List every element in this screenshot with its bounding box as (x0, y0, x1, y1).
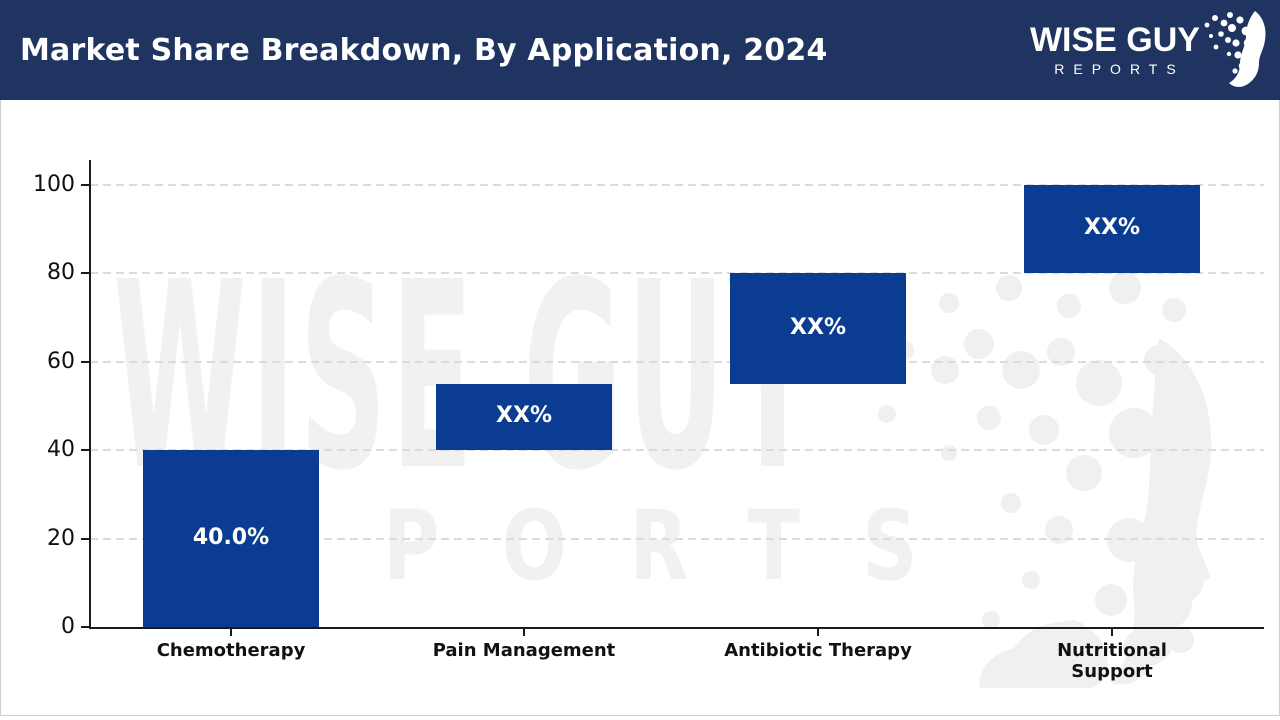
x-category-label: Nutritional Support (1057, 640, 1167, 682)
report-header: Market Share Breakdown, By Application, … (0, 0, 1280, 100)
bar-value-label: 40.0% (192, 524, 270, 550)
bar-value-label: XX% (790, 314, 846, 340)
x-tick-mark (1111, 628, 1113, 636)
y-tick-label: 80 (47, 260, 75, 286)
bar-value-label: XX% (496, 403, 552, 429)
y-tick-label: 0 (61, 614, 75, 639)
y-tick-label: 20 (47, 525, 75, 551)
gridline-80 (90, 272, 1264, 275)
y-axis-line (89, 160, 91, 629)
logo-wordmark: WISE GUY (1029, 21, 1200, 59)
bar-value-label: XX% (1084, 215, 1140, 241)
watermark-face (847, 272, 1212, 688)
watermark-text-line2: PORTS (383, 490, 980, 602)
y-tick-mark (81, 272, 90, 275)
x-tick-mark (817, 628, 819, 636)
gridline-40 (90, 449, 1264, 452)
logo-subtitle: REPORTS (1054, 61, 1185, 77)
x-tick-mark (523, 628, 525, 636)
y-tick-mark (81, 626, 90, 628)
brand-logo: WISE GUY REPORTS (1030, 9, 1266, 91)
x-category-label: Antibiotic Therapy (724, 640, 912, 661)
x-category-label: Chemotherapy (156, 640, 306, 661)
logo-face-icon (1204, 11, 1266, 87)
bar-nutritional-support (1024, 185, 1200, 274)
bar-antibiotic-therapy (730, 273, 906, 384)
x-category-label: Pain Management (432, 640, 616, 661)
y-tick-label: 60 (47, 348, 75, 374)
bar-chart: 0 20 40 60 80 100 40.0% XX% XX% XX% Chemotherapy Pa… (1, 100, 1279, 715)
y-tick-mark (81, 184, 90, 186)
page-title: Market Share Breakdown, By Application, … (20, 32, 828, 68)
y-tick-mark (81, 537, 90, 540)
gridline-20 (90, 537, 1264, 540)
x-axis-line (89, 627, 1264, 629)
y-tick-mark (81, 449, 90, 452)
chart-panel: WISE GUY PORTS 0 20 40 60 80 100 40.0% XX% XX% XX… (0, 100, 1280, 716)
x-tick-mark (230, 628, 232, 636)
bar-chemotherapy (143, 450, 319, 627)
gridline-60 (90, 360, 1264, 363)
y-tick-mark (81, 360, 90, 363)
gridline-100 (90, 184, 1264, 186)
y-tick-label: 40 (47, 437, 75, 463)
bar-pain-management (436, 383, 612, 451)
y-tick-label: 100 (33, 172, 75, 197)
